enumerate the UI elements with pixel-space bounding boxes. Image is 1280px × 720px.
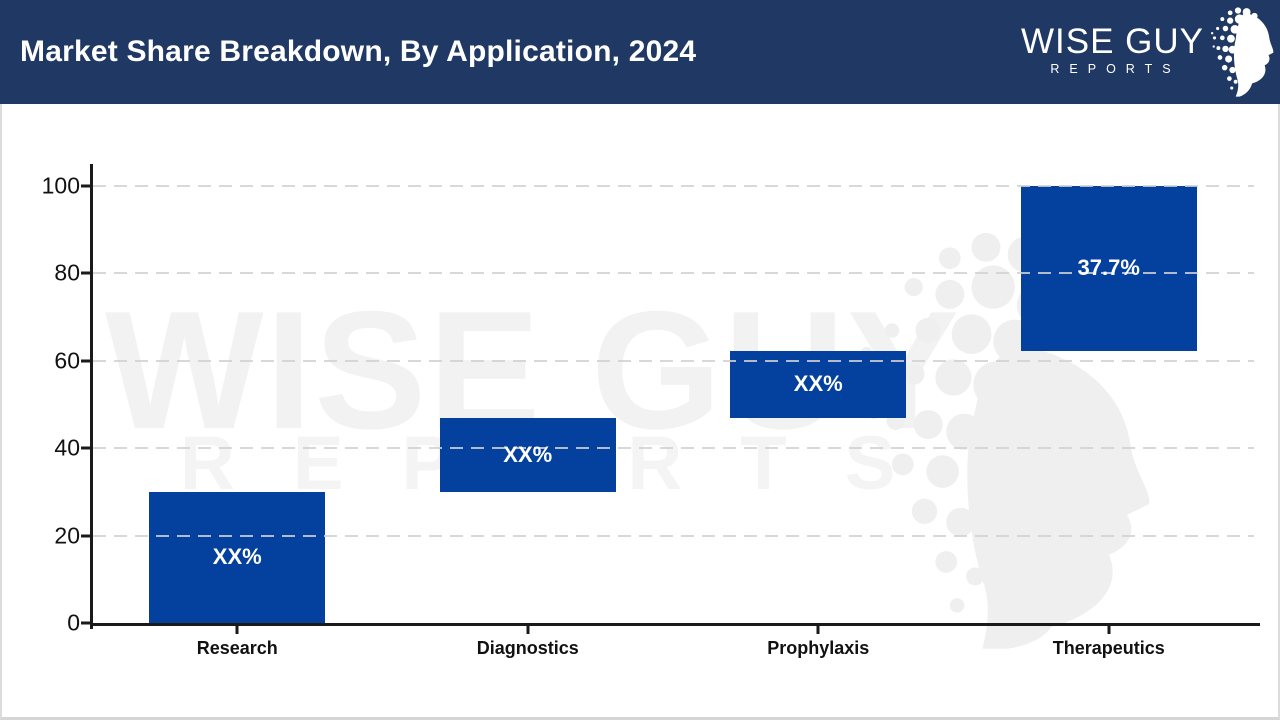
y-tick-80 xyxy=(81,271,91,275)
bar-value-label-research: XX% xyxy=(212,544,262,570)
x-category-label-diagnostics: Diagnostics xyxy=(476,638,579,658)
bar-prophylaxis xyxy=(730,350,907,418)
brand-logo-name: WISE GUY xyxy=(1020,22,1204,61)
y-axis xyxy=(90,164,93,629)
x-category-label-prophylaxis: Prophylaxis xyxy=(767,638,870,658)
x-axis xyxy=(90,623,1260,626)
bar-chart: 0 20 40 60 80 100 XX% Research XX% Diagnostics XX%… xyxy=(2,104,1278,717)
y-tick-label-60: 60 xyxy=(54,347,80,374)
gridline-60 xyxy=(93,359,1254,362)
gridline-100 xyxy=(93,185,1254,187)
header: Market Share Breakdown, By Application, … xyxy=(0,0,1280,104)
y-tick-100 xyxy=(81,184,91,188)
gridline-80 xyxy=(93,272,1254,275)
x-tick-research xyxy=(235,623,239,634)
y-tick-label-0: 0 xyxy=(67,609,80,636)
bar-value-label-therapeutics: 37.7% xyxy=(1077,255,1140,281)
x-tick-therapeutics xyxy=(1107,623,1111,634)
y-tick-20 xyxy=(81,534,91,538)
y-tick-0 xyxy=(81,621,91,625)
gridline-20 xyxy=(93,534,1254,537)
x-category-label-therapeutics: Therapeutics xyxy=(1052,638,1165,658)
y-tick-label-80: 80 xyxy=(54,259,80,286)
brand-logo-text: WISE GUY REPORTS xyxy=(1021,24,1204,76)
x-tick-diagnostics xyxy=(526,623,530,634)
y-tick-label-40: 40 xyxy=(54,434,80,461)
brand-logo: WISE GUY REPORTS xyxy=(1021,0,1276,104)
bar-diagnostics xyxy=(439,417,616,492)
gridline-40 xyxy=(93,447,1254,450)
bar-therapeutics xyxy=(1020,186,1197,351)
y-tick-label-100: 100 xyxy=(41,172,80,199)
chart-body: WISE GUY REPORTS 020406080100XX%Research… xyxy=(0,104,1280,720)
wiseguy-head-icon xyxy=(1210,7,1274,97)
y-tick-60 xyxy=(81,359,91,363)
y-tick-40 xyxy=(81,446,91,450)
x-category-label-research: Research xyxy=(196,638,278,658)
brand-logo-subname: REPORTS xyxy=(1050,62,1181,76)
x-tick-prophylaxis xyxy=(816,623,820,634)
page-title: Market Share Breakdown, By Application, … xyxy=(20,35,697,68)
bar-value-label-diagnostics: XX% xyxy=(503,441,553,467)
y-tick-label-20: 20 xyxy=(54,522,80,549)
bar-value-label-prophylaxis: XX% xyxy=(793,371,843,397)
bar-research xyxy=(149,491,326,623)
